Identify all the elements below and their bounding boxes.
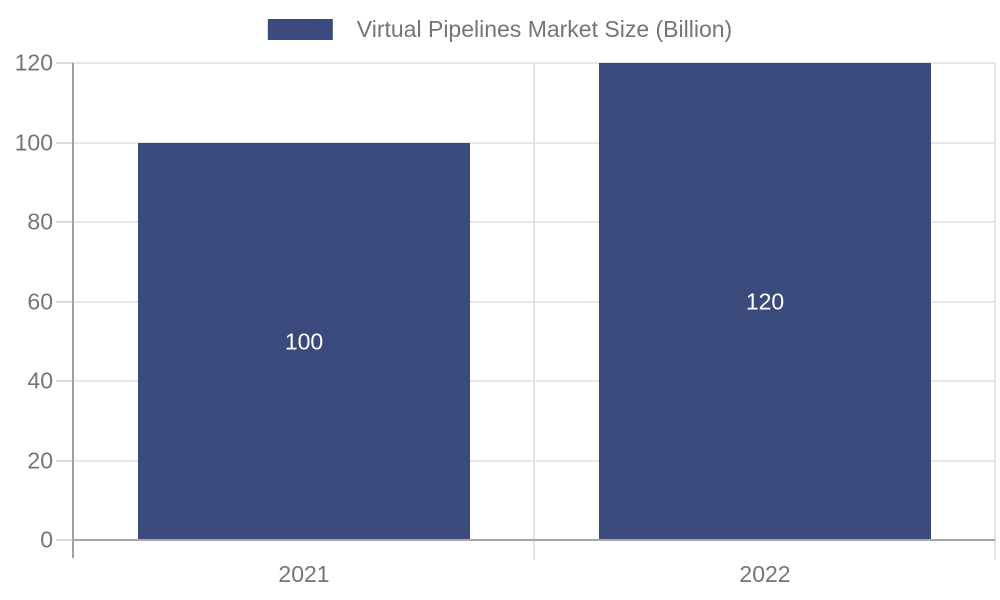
y-axis-line <box>72 63 74 558</box>
bar-value-label: 100 <box>284 328 324 355</box>
bar-value-label: 120 <box>745 288 785 315</box>
y-axis-label: 120 <box>14 49 53 76</box>
legend-label: Virtual Pipelines Market Size (Billion) <box>356 16 733 42</box>
y-axis-label: 80 <box>27 208 53 235</box>
chart-legend: Virtual Pipelines Market Size (Billion) <box>267 16 733 43</box>
bar <box>138 143 470 540</box>
y-axis-label: 20 <box>27 447 53 474</box>
y-tick <box>56 380 73 382</box>
y-tick <box>56 142 73 144</box>
legend-swatch <box>267 19 333 40</box>
y-tick <box>56 221 73 223</box>
y-axis-label: 0 <box>40 526 53 553</box>
category-separator <box>533 63 535 560</box>
y-tick <box>56 460 73 462</box>
y-tick <box>56 539 73 541</box>
y-tick <box>56 301 73 303</box>
y-axis-label: 40 <box>27 367 53 394</box>
x-axis-label: 2021 <box>278 561 330 587</box>
bar <box>599 63 931 540</box>
y-tick <box>56 62 73 64</box>
category-separator <box>994 63 996 560</box>
y-axis-label: 100 <box>14 129 53 156</box>
x-axis-line <box>73 539 995 541</box>
y-axis-label: 60 <box>27 288 53 315</box>
x-axis-label: 2022 <box>739 561 791 587</box>
